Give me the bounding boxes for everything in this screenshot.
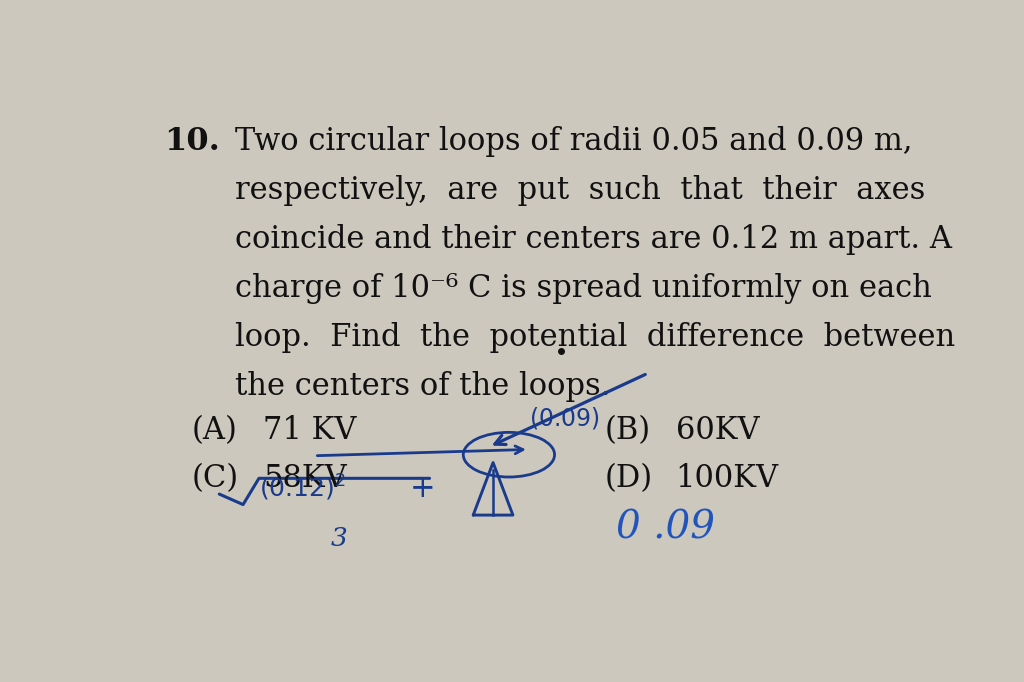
Text: 58KV: 58KV [263,462,347,494]
Text: 0 .09: 0 .09 [616,510,715,547]
Text: coincide and their centers are 0.12 m apart. A: coincide and their centers are 0.12 m ap… [236,224,952,255]
Text: $(0.09)$: $(0.09)$ [528,405,600,431]
Text: 10.: 10. [164,126,219,158]
Text: 100KV: 100KV [676,462,778,494]
Text: 71 KV: 71 KV [263,415,356,446]
Text: (C): (C) [191,462,239,494]
Text: 60KV: 60KV [676,415,759,446]
Text: (A): (A) [191,415,238,446]
Text: +: + [410,473,435,504]
Text: respectively,  are  put  such  that  their  axes: respectively, are put such that their ax… [236,175,926,207]
Text: (D): (D) [604,462,652,494]
Text: Two circular loops of radii 0.05 and 0.09 m,: Two circular loops of radii 0.05 and 0.0… [236,126,912,158]
Text: $(0.12)^2$: $(0.12)^2$ [259,473,346,503]
Text: charge of 10⁻⁶ C is spread uniformly on each: charge of 10⁻⁶ C is spread uniformly on … [236,273,932,304]
Text: the centers of the loops.: the centers of the loops. [236,371,610,402]
Text: (B): (B) [604,415,650,446]
Text: loop.  Find  the  potential  difference  between: loop. Find the potential difference betw… [236,322,955,353]
Text: 3: 3 [331,526,347,550]
